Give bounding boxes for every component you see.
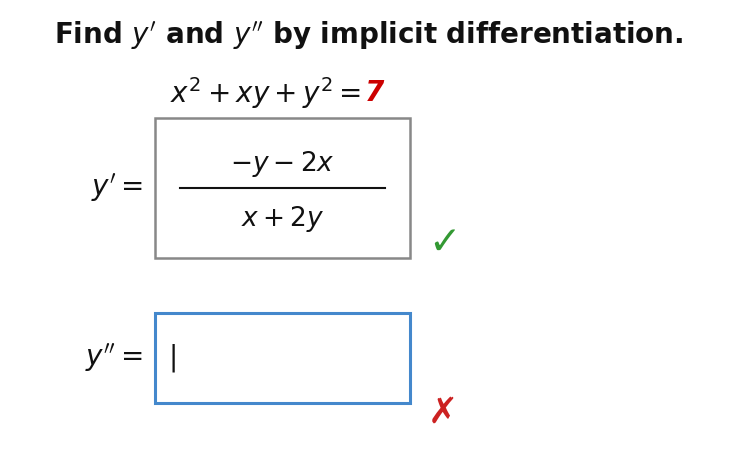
Text: |: | bbox=[169, 344, 179, 372]
Text: $x + 2y$: $x + 2y$ bbox=[241, 204, 324, 234]
Text: $x^2 + xy + y^2 =$: $x^2 + xy + y^2 =$ bbox=[170, 75, 361, 111]
Text: Find $y'$ and $y''$ by implicit differentiation.: Find $y'$ and $y''$ by implicit differen… bbox=[55, 20, 683, 52]
Text: 7: 7 bbox=[365, 79, 384, 107]
Text: $y' =$: $y' =$ bbox=[91, 172, 143, 205]
Text: $y'' =$: $y'' =$ bbox=[86, 342, 143, 374]
Text: ✓: ✓ bbox=[428, 224, 461, 262]
Text: $-y - 2x$: $-y - 2x$ bbox=[230, 149, 335, 179]
Text: ✗: ✗ bbox=[428, 396, 458, 430]
Bar bbox=[155, 118, 410, 258]
Bar bbox=[155, 313, 410, 403]
